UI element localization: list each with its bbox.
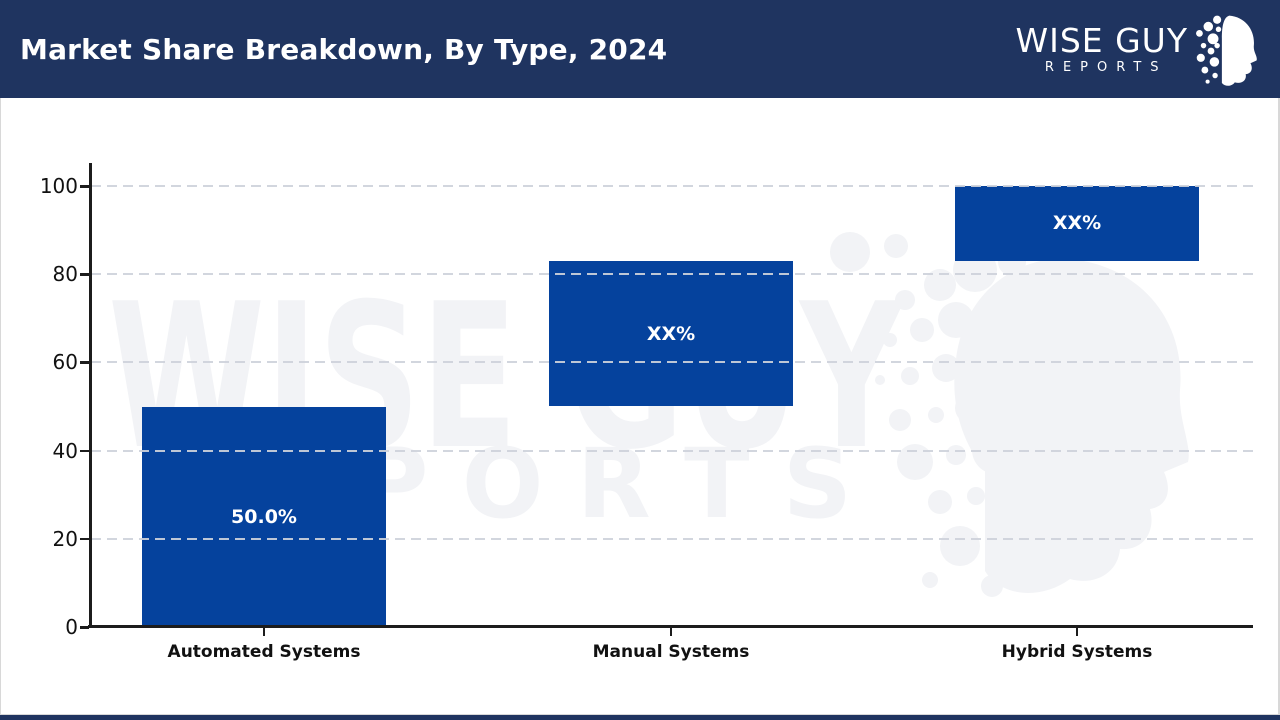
brand-head-icon xyxy=(1196,15,1257,86)
y-tick-mark xyxy=(80,273,89,276)
x-tick-mark xyxy=(670,628,672,636)
x-tick-label: Manual Systems xyxy=(592,642,750,662)
bar-value-label: XX% xyxy=(1052,212,1102,235)
bar xyxy=(142,406,386,627)
y-tick-mark xyxy=(80,626,89,629)
y-tick-label: 0 xyxy=(65,615,78,639)
header-band: Market Share Breakdown, By Type, 2024 WI… xyxy=(0,0,1280,98)
grid-line xyxy=(91,449,1253,452)
brand-name: WISE GUY xyxy=(1015,20,1188,60)
x-tick-label: Automated Systems xyxy=(167,642,361,662)
y-tick-label: 20 xyxy=(52,526,78,551)
y-tick-mark xyxy=(80,361,89,364)
x-tick-mark xyxy=(1076,628,1078,636)
y-axis-line xyxy=(89,163,92,628)
bar-value-label: XX% xyxy=(646,322,696,345)
grid-line xyxy=(91,537,1253,540)
y-tick-label: 100 xyxy=(39,174,78,198)
grid-line xyxy=(91,273,1253,276)
y-tick-mark xyxy=(80,185,89,188)
y-tick-label: 40 xyxy=(52,438,78,463)
x-tick-label: Hybrid Systems xyxy=(1001,642,1153,662)
grid-line xyxy=(91,185,1253,187)
y-tick-mark xyxy=(80,449,89,453)
bottom-hairline xyxy=(0,714,1280,715)
grid-line xyxy=(91,361,1253,364)
brand-subname: REPORTS xyxy=(1044,59,1168,75)
x-tick-mark xyxy=(263,628,265,636)
y-tick-label: 60 xyxy=(52,350,78,375)
y-tick-mark xyxy=(80,537,89,541)
brand-logo-text: WISE GUY REPORTS xyxy=(1015,20,1188,76)
page-title: Market Share Breakdown, By Type, 2024 xyxy=(20,32,668,66)
bar-value-label: 50.0% xyxy=(231,505,297,528)
y-tick-label: 80 xyxy=(52,262,78,287)
brand-logo: WISE GUY REPORTS xyxy=(1015,11,1262,87)
footer-band xyxy=(0,715,1280,720)
x-axis-line xyxy=(88,625,1253,628)
bar xyxy=(549,260,793,407)
